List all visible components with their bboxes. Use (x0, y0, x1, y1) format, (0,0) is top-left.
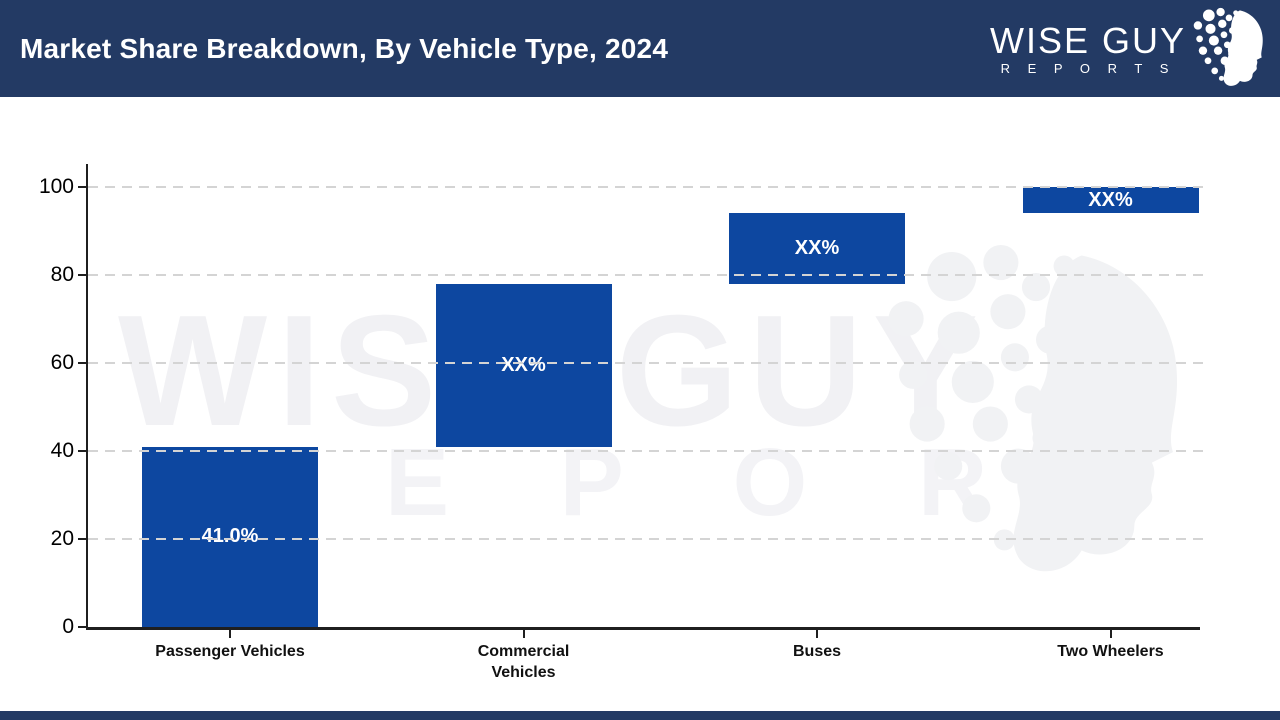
bar-two-wheelers: XX% (1022, 187, 1199, 214)
y-tick (78, 626, 86, 628)
y-tick-label: 0 (62, 615, 74, 638)
y-tick-label: 100 (38, 175, 74, 198)
bar-buses: XX% (729, 213, 905, 284)
gridline-20 (88, 538, 1210, 540)
bar-value-label: XX% (501, 353, 546, 376)
y-tick-label: 40 (50, 439, 74, 462)
y-tick-label: 20 (50, 527, 74, 550)
bar-value-label: 41.0% (201, 525, 259, 548)
bar-value-label: XX% (1088, 188, 1133, 211)
y-tick (78, 274, 86, 276)
y-tick (78, 186, 86, 188)
wise-guy-logo: WISE GUY R E P O R T S (990, 6, 1268, 92)
page-title: Market Share Breakdown, By Vehicle Type,… (20, 32, 669, 64)
y-tick (78, 362, 86, 364)
y-axis-line (86, 164, 88, 629)
chart-area: WISE GUY R E P O R T S 02040608010041.0%… (0, 97, 1280, 711)
y-tick-label: 60 (50, 351, 74, 374)
x-category-label: Passenger Vehicles (155, 643, 305, 660)
bar-value-label: XX% (794, 237, 840, 260)
header-band: Market Share Breakdown, By Vehicle Type,… (0, 0, 1280, 97)
gridline-60 (88, 362, 1210, 364)
plot-area: 0 20 40 60 80 100 41.0% Passenger Vehicles XX% Co… (39, 164, 1210, 681)
x-category-label: Commercial Vehicles (477, 643, 570, 681)
bar-commercial-vehicles: XX% (435, 283, 612, 447)
x-tick (522, 630, 525, 638)
x-tick (229, 630, 231, 638)
y-tick (78, 450, 86, 452)
gridline-40 (88, 450, 1210, 452)
gridline-100 (88, 186, 1210, 188)
footer-band (0, 711, 1280, 720)
logo-wordmark: WISE GUY (989, 20, 1186, 61)
x-axis-line (86, 627, 1200, 630)
x-tick (816, 630, 818, 638)
x-category-label: Two Wheelers (1057, 643, 1164, 660)
logo-face-icon (1190, 7, 1268, 91)
bar-passenger-vehicles: 41.0% (142, 446, 318, 627)
x-tick (1109, 630, 1112, 638)
x-category-label: Buses (792, 643, 842, 660)
y-tick-label: 80 (50, 263, 74, 286)
y-tick (78, 538, 86, 540)
logo-subtitle: R E P O R T S (1000, 61, 1176, 76)
gridline-80 (88, 274, 1210, 276)
logo-text: WISE GUY R E P O R T S (989, 20, 1186, 76)
